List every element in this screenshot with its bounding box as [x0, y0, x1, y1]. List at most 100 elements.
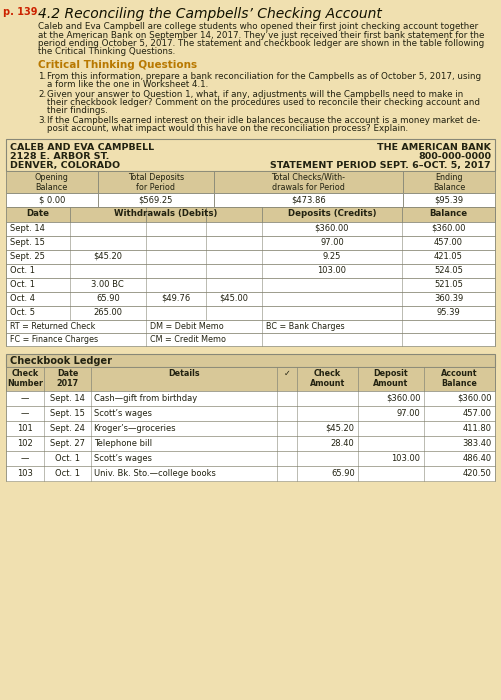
Text: 411.80: 411.80	[463, 424, 492, 433]
Bar	[6, 171, 98, 193]
Text: 1.: 1.	[38, 72, 46, 81]
Text: Oct. 1: Oct. 1	[10, 266, 35, 275]
Text: $360.00: $360.00	[386, 394, 420, 403]
Text: $360.00: $360.00	[315, 224, 349, 233]
Text: —: —	[21, 409, 30, 418]
Text: Checkbook Ledger: Checkbook Ledger	[10, 356, 112, 366]
Bar	[6, 236, 495, 250]
Text: Account
Balance: Account Balance	[441, 369, 477, 389]
Text: $45.20: $45.20	[326, 424, 355, 433]
Text: 2.: 2.	[38, 90, 46, 99]
Bar	[6, 222, 495, 236]
Text: 95.39: 95.39	[436, 308, 460, 317]
Text: 97.00: 97.00	[397, 409, 420, 418]
Text: at the American Bank on September 14, 2017. They’ve just received their first ba: at the American Bank on September 14, 20…	[38, 31, 484, 39]
Bar	[6, 264, 495, 278]
Bar	[6, 466, 495, 481]
Text: Univ. Bk. Sto.—college books: Univ. Bk. Sto.—college books	[94, 469, 215, 478]
Text: Caleb and Eva Campbell are college students who opened their first joint checkin: Caleb and Eva Campbell are college stude…	[38, 22, 478, 31]
Text: $95.39: $95.39	[434, 195, 464, 204]
Text: Check
Number: Check Number	[7, 369, 43, 389]
Text: —: —	[21, 454, 30, 463]
Bar	[403, 171, 495, 193]
Text: 103.00: 103.00	[318, 266, 347, 275]
Text: their findings.: their findings.	[47, 106, 108, 115]
Text: Sept. 15: Sept. 15	[50, 409, 85, 418]
Bar	[6, 139, 495, 171]
Text: Oct. 5: Oct. 5	[10, 308, 35, 317]
Bar	[6, 320, 495, 333]
Text: 420.50: 420.50	[463, 469, 492, 478]
Text: Total Checks/With-
drawals for Period: Total Checks/With- drawals for Period	[272, 173, 346, 193]
Text: If the Campbells earned interest on their idle balances because the account is a: If the Campbells earned interest on thei…	[47, 116, 480, 125]
Bar	[6, 250, 495, 264]
Text: Sept. 14: Sept. 14	[10, 224, 45, 233]
Text: their checkbook ledger? Comment on the procedures used to reconcile their checki: their checkbook ledger? Comment on the p…	[47, 98, 480, 107]
Text: Critical Thinking Questions: Critical Thinking Questions	[38, 60, 197, 70]
Bar	[6, 333, 495, 346]
Text: $45.20: $45.20	[93, 252, 122, 261]
Text: $569.25: $569.25	[139, 195, 173, 204]
Text: 265.00: 265.00	[93, 308, 122, 317]
Text: $473.86: $473.86	[291, 195, 326, 204]
Text: Opening
Balance: Opening Balance	[35, 173, 69, 193]
Bar	[6, 391, 495, 406]
Text: Date
2017: Date 2017	[57, 369, 79, 389]
Bar	[98, 171, 214, 193]
Text: 360.39: 360.39	[434, 294, 463, 303]
Text: 800-000-0000: 800-000-0000	[418, 152, 491, 161]
Text: $45.00: $45.00	[220, 294, 248, 303]
Text: posit account, what impact would this have on the reconciliation process? Explai: posit account, what impact would this ha…	[47, 124, 408, 133]
Text: 521.05: 521.05	[434, 280, 463, 289]
Text: Deposit
Amount: Deposit Amount	[373, 369, 408, 389]
Text: 457.00: 457.00	[434, 238, 463, 247]
Text: period ending October 5, 2017. The statement and checkbook ledger are shown in t: period ending October 5, 2017. The state…	[38, 39, 484, 48]
Text: CALEB AND EVA CAMPBELL: CALEB AND EVA CAMPBELL	[10, 143, 154, 152]
Text: Withdrawals (Debits): Withdrawals (Debits)	[114, 209, 218, 218]
Text: FC = Finance Charges: FC = Finance Charges	[10, 335, 98, 344]
Text: 3.: 3.	[38, 116, 46, 125]
Bar	[6, 306, 495, 320]
Text: Cash—gift from birthday: Cash—gift from birthday	[94, 394, 197, 403]
Text: Check
Amount: Check Amount	[310, 369, 345, 389]
Text: Balance: Balance	[429, 209, 467, 218]
Text: $ 0.00: $ 0.00	[39, 195, 65, 204]
Text: 65.90: 65.90	[96, 294, 120, 303]
Bar	[6, 367, 495, 391]
Bar	[6, 436, 495, 451]
Text: 524.05: 524.05	[434, 266, 463, 275]
Bar	[6, 421, 495, 436]
Text: Sept. 24: Sept. 24	[50, 424, 85, 433]
Text: Given your answer to Question 1, what, if any, adjustments will the Campbells ne: Given your answer to Question 1, what, i…	[47, 90, 463, 99]
Text: Sept. 14: Sept. 14	[50, 394, 85, 403]
Text: CM = Credit Memo: CM = Credit Memo	[150, 335, 226, 344]
Text: Oct. 1: Oct. 1	[10, 280, 35, 289]
Bar	[6, 354, 495, 367]
Text: 103: 103	[18, 469, 33, 478]
Text: 2128 E. ARBOR ST.: 2128 E. ARBOR ST.	[10, 152, 109, 161]
Text: STATEMENT PERIOD SEPT. 6–OCT. 5, 2017: STATEMENT PERIOD SEPT. 6–OCT. 5, 2017	[271, 161, 491, 170]
Text: 97.00: 97.00	[320, 238, 344, 247]
Text: Scott’s wages: Scott’s wages	[94, 454, 152, 463]
Text: 101: 101	[18, 424, 33, 433]
Text: BC = Bank Charges: BC = Bank Charges	[266, 322, 345, 331]
Text: p. 139: p. 139	[3, 7, 38, 17]
Text: DENVER, COLORADO: DENVER, COLORADO	[10, 161, 120, 170]
Text: THE AMERICAN BANK: THE AMERICAN BANK	[377, 143, 491, 152]
Text: Kroger’s—groceries: Kroger’s—groceries	[94, 424, 176, 433]
Text: Scott’s wages: Scott’s wages	[94, 409, 152, 418]
Bar	[214, 193, 403, 207]
Text: Details: Details	[168, 369, 200, 378]
Bar	[6, 292, 495, 306]
Text: Oct. 4: Oct. 4	[10, 294, 35, 303]
Text: From this information, prepare a bank reconciliation for the Campbells as of Oct: From this information, prepare a bank re…	[47, 72, 481, 81]
Text: 421.05: 421.05	[434, 252, 463, 261]
Text: a form like the one in Worksheet 4.1.: a form like the one in Worksheet 4.1.	[47, 80, 208, 89]
Text: 28.40: 28.40	[331, 439, 355, 448]
Text: Deposits (Credits): Deposits (Credits)	[288, 209, 376, 218]
Text: Sept. 25: Sept. 25	[10, 252, 45, 261]
Text: 103.00: 103.00	[392, 454, 420, 463]
Bar	[6, 193, 98, 207]
Bar	[214, 171, 403, 193]
Text: 486.40: 486.40	[463, 454, 492, 463]
